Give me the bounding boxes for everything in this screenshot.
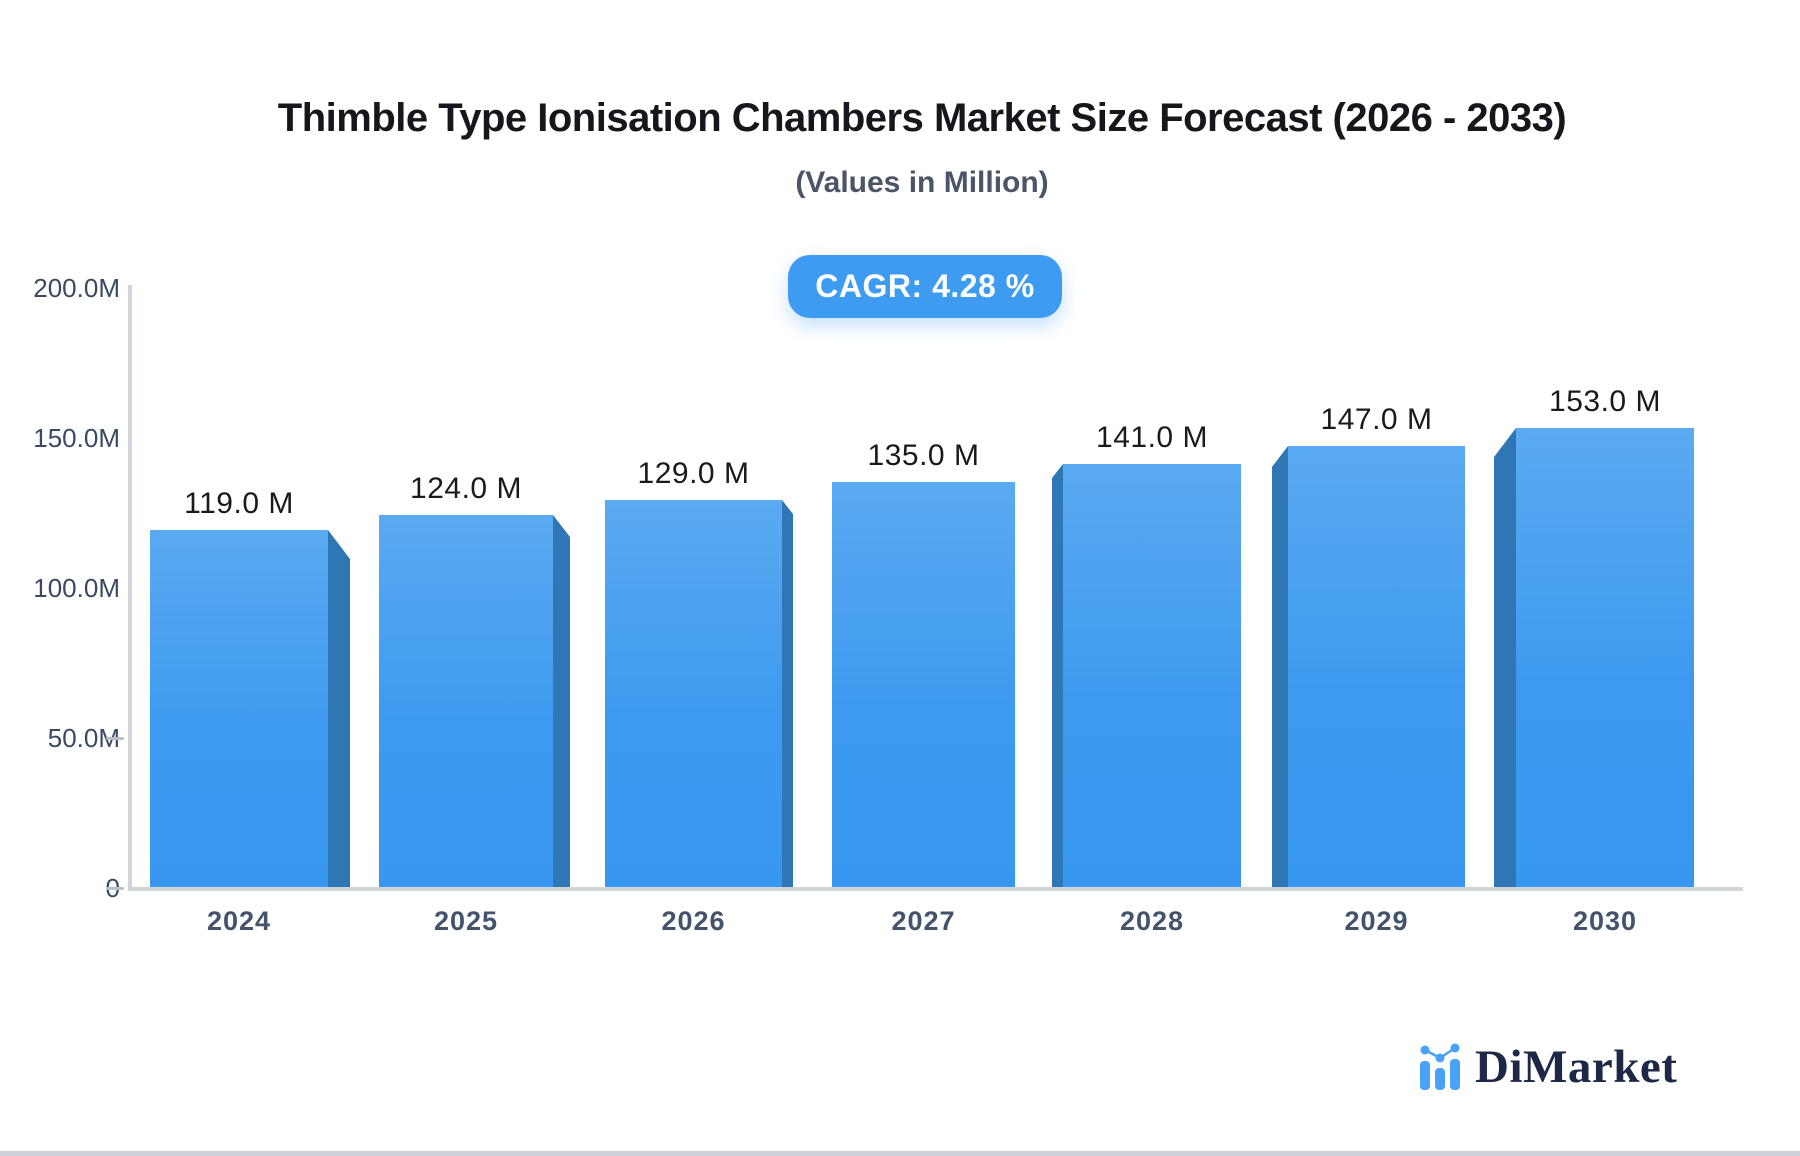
- bar-value-label: 119.0 M: [184, 487, 294, 520]
- bar-body: [605, 500, 782, 887]
- logo-bar-chart-icon: [1420, 1043, 1460, 1090]
- page-subtitle: (Values in Million): [795, 166, 1049, 199]
- bar-value-label: 129.0 M: [637, 457, 750, 490]
- brand-logo: DiMarket: [1419, 1042, 1677, 1092]
- y-tick-label: 150.0M: [33, 423, 120, 453]
- bar-value-label: 141.0 M: [1096, 421, 1208, 454]
- x-category-label: 2026: [661, 906, 726, 936]
- cagr-badge: CAGR: 4.28 %: [788, 255, 1062, 318]
- bar-body: [1063, 464, 1241, 887]
- bar-body: [1288, 446, 1465, 887]
- x-category-label: 2028: [1119, 906, 1185, 936]
- x-category-label: 2025: [433, 906, 499, 936]
- y-axis-line: [128, 285, 132, 891]
- cagr-badge-label: CAGR: 4.28 %: [815, 268, 1035, 304]
- y-tick-label: 0: [10, 873, 120, 903]
- bar-value-label: 153.0 M: [1549, 385, 1661, 418]
- bar-side-panel: [1272, 446, 1288, 887]
- page-title: Thimble Type Ionisation Chambers Market …: [277, 96, 1567, 140]
- x-category-label: 2024: [206, 906, 272, 936]
- x-category-label: 2027: [891, 906, 956, 936]
- y-tick-dash: [106, 737, 124, 740]
- y-tick-dash: [106, 887, 124, 890]
- bar-body: [832, 482, 1015, 887]
- x-category-label: 2029: [1344, 906, 1409, 936]
- bar-body: [150, 530, 328, 887]
- bar-side-panel: [1052, 464, 1063, 887]
- bar-side-panel: [328, 530, 350, 887]
- bar-side-panel: [553, 515, 570, 887]
- bar-body: [1516, 428, 1694, 887]
- bar-side-panel: [782, 500, 793, 887]
- y-tick-label: 50.0M: [47, 723, 120, 753]
- chart-header: Thimble Type Ionisation Chambers Market …: [40, 0, 1800, 200]
- bar-value-label: 135.0 M: [867, 439, 980, 472]
- bottom-border: [0, 1151, 1800, 1156]
- bar-value-label: 124.0 M: [410, 472, 522, 505]
- x-axis-line: [128, 887, 1743, 891]
- bar-value-label: 147.0 M: [1320, 403, 1433, 436]
- y-tick-label: 200.0M: [33, 273, 120, 303]
- logo-text: DiMarket: [1475, 1041, 1678, 1093]
- y-tick-label: 100.0M: [33, 573, 120, 603]
- bar-side-panel: [1494, 428, 1516, 887]
- bar-body: [379, 515, 553, 887]
- x-category-label: 2030: [1572, 906, 1638, 936]
